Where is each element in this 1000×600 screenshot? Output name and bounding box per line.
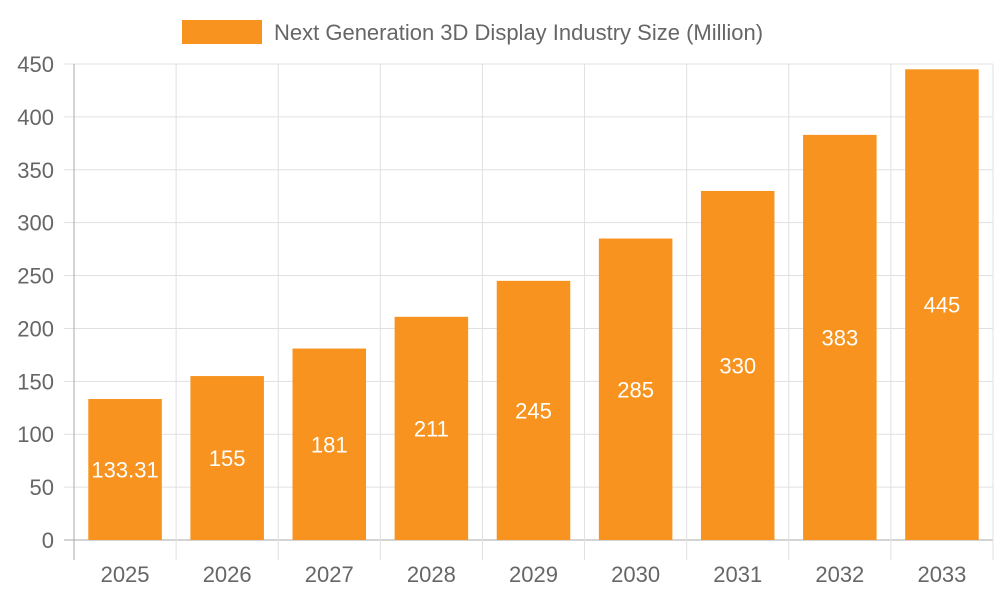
- data-label: 383: [821, 325, 858, 350]
- x-tick-label: 2033: [917, 562, 966, 587]
- bar-2027: [292, 348, 367, 540]
- bar-2031: [700, 190, 775, 540]
- data-label: 181: [311, 432, 348, 457]
- y-tick-label: 350: [17, 158, 54, 183]
- x-tick-label: 2029: [509, 562, 558, 587]
- y-tick-label: 450: [17, 52, 54, 77]
- legend-label: Next Generation 3D Display Industry Size…: [274, 20, 763, 45]
- y-tick-label: 250: [17, 264, 54, 289]
- bar-2028: [394, 316, 469, 540]
- bar-2026: [190, 376, 264, 540]
- x-tick-label: 2025: [101, 562, 150, 587]
- bar-2032: [803, 134, 877, 541]
- x-tick-label: 2026: [203, 562, 252, 587]
- data-label: 285: [617, 377, 654, 402]
- data-label: 245: [515, 398, 552, 423]
- bar-2030: [598, 238, 673, 541]
- bars: 133.31 155 181 211 245 285 330 383 445: [88, 69, 979, 541]
- y-tick-label: 50: [30, 475, 54, 500]
- legend-swatch: [182, 20, 262, 44]
- data-label: 445: [924, 293, 961, 318]
- data-label: 211: [414, 416, 449, 441]
- ticks: 0 50 100 150 200 250 300 350 400 450 2025 2026 2027 2…: [17, 52, 966, 587]
- x-tick-label: 2030: [611, 562, 660, 587]
- bar-2029: [496, 280, 571, 540]
- bar-2033: [905, 69, 979, 541]
- data-label: 133.31: [91, 457, 158, 482]
- legend[interactable]: Next Generation 3D Display Industry Size…: [182, 20, 763, 45]
- data-label: 330: [719, 353, 756, 378]
- bar-2025: [88, 398, 162, 540]
- y-tick-label: 100: [17, 422, 54, 447]
- y-tick-label: 200: [17, 316, 54, 341]
- x-tick-label: 2032: [815, 562, 864, 587]
- y-tick-label: 300: [17, 211, 54, 236]
- data-label: 155: [209, 446, 246, 471]
- y-tick-label: 0: [42, 528, 54, 553]
- x-tick-label: 2028: [407, 562, 456, 587]
- x-tick-label: 2031: [713, 562, 762, 587]
- y-tick-label: 150: [17, 369, 54, 394]
- x-tick-label: 2027: [305, 562, 354, 587]
- y-tick-label: 400: [17, 105, 54, 130]
